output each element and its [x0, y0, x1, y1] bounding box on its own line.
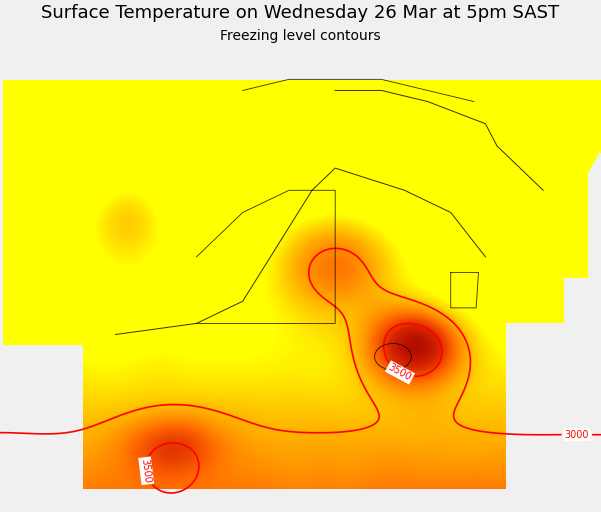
Text: 3500: 3500 — [140, 458, 153, 484]
Text: 3000: 3000 — [564, 430, 589, 440]
Text: Surface Temperature on Wednesday 26 Mar at 5pm SAST: Surface Temperature on Wednesday 26 Mar … — [41, 4, 560, 22]
Text: 3500: 3500 — [387, 362, 413, 382]
Text: Freezing level contours: Freezing level contours — [220, 29, 381, 43]
